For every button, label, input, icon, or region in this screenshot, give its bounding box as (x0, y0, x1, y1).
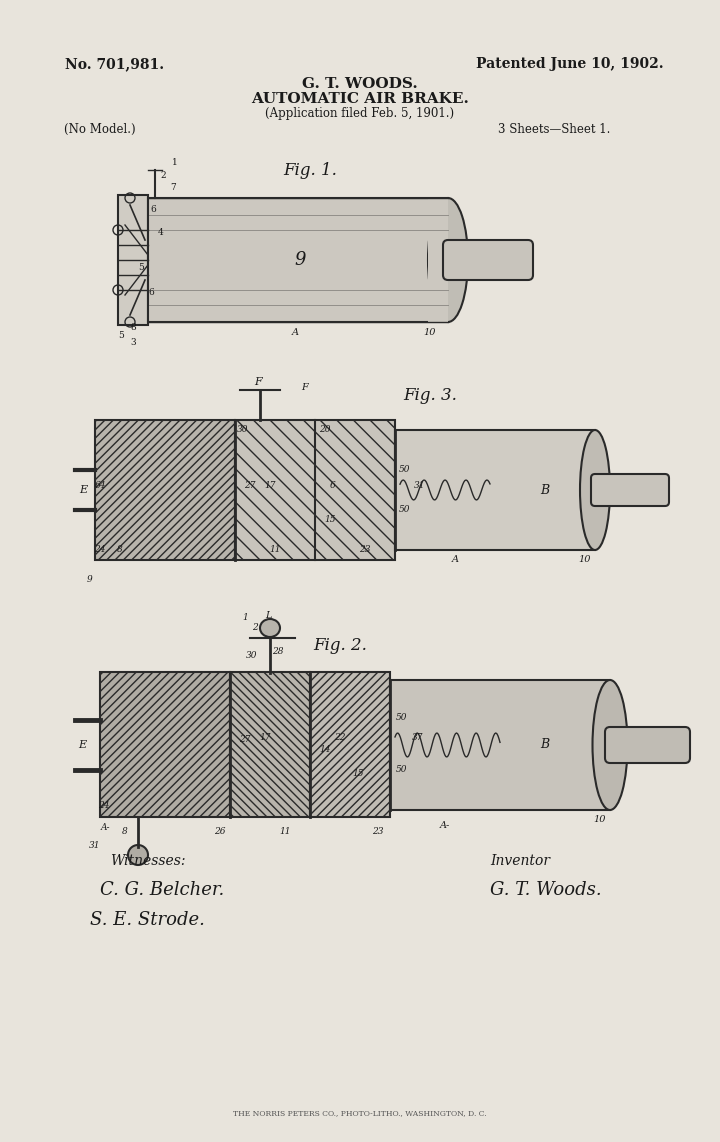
Text: 10: 10 (424, 328, 436, 337)
Bar (395, 431, 595, 550)
Text: B: B (541, 483, 549, 497)
Text: 30: 30 (238, 426, 248, 434)
Text: Inventor: Inventor (490, 854, 550, 868)
Text: A-: A- (100, 822, 109, 831)
Text: 27: 27 (239, 735, 251, 745)
Text: 37: 37 (413, 732, 424, 741)
Text: 8: 8 (130, 323, 136, 332)
Text: Witnesses:: Witnesses: (110, 854, 186, 868)
Text: Patented June 10, 1902.: Patented June 10, 1902. (476, 57, 664, 71)
Text: C. G. Belcher.: C. G. Belcher. (100, 880, 224, 899)
Text: 9: 9 (87, 576, 93, 585)
Text: 23: 23 (372, 828, 384, 836)
Text: AUTOMATIC AIR BRAKE.: AUTOMATIC AIR BRAKE. (251, 93, 469, 106)
Text: 31: 31 (89, 841, 101, 850)
FancyBboxPatch shape (605, 727, 690, 763)
Text: 10: 10 (579, 555, 591, 564)
Text: 30: 30 (246, 651, 258, 659)
Bar (100, 671, 230, 817)
Text: 50: 50 (400, 466, 410, 474)
Text: 20: 20 (319, 426, 330, 434)
Text: 11: 11 (279, 828, 291, 836)
Text: E: E (78, 740, 86, 750)
Text: Fig. 3.: Fig. 3. (403, 387, 457, 404)
Text: Fig. 1.: Fig. 1. (283, 162, 337, 179)
Bar (235, 420, 395, 560)
FancyBboxPatch shape (428, 198, 448, 322)
Text: 15: 15 (324, 515, 336, 524)
Bar (390, 679, 610, 810)
Text: A: A (292, 328, 299, 337)
Text: 23: 23 (359, 546, 371, 555)
Text: 8: 8 (122, 828, 128, 836)
Text: 28: 28 (272, 646, 284, 656)
Ellipse shape (260, 619, 280, 637)
Text: S. E. Strode.: S. E. Strode. (90, 911, 205, 928)
Text: 9: 9 (294, 251, 306, 270)
Text: B: B (541, 739, 549, 751)
Text: 11: 11 (269, 546, 281, 555)
Text: 4: 4 (158, 228, 163, 238)
Text: (No Model.): (No Model.) (64, 123, 136, 136)
Text: 24: 24 (94, 546, 106, 555)
Text: Fig. 2.: Fig. 2. (313, 637, 367, 654)
Text: 6: 6 (150, 206, 156, 214)
Text: F: F (302, 383, 308, 392)
Text: 1: 1 (172, 158, 178, 167)
Text: 2: 2 (160, 171, 166, 180)
Text: G. T. Woods.: G. T. Woods. (490, 880, 602, 899)
Text: F: F (254, 377, 262, 387)
Text: 6: 6 (148, 288, 154, 297)
Text: 1: 1 (242, 613, 248, 622)
FancyBboxPatch shape (443, 240, 533, 280)
Text: 50: 50 (396, 713, 408, 722)
Text: 3: 3 (130, 338, 135, 347)
Text: 5: 5 (138, 263, 144, 272)
Text: 3 Sheets—Sheet 1.: 3 Sheets—Sheet 1. (498, 123, 610, 136)
Text: 17: 17 (259, 732, 271, 741)
Bar (95, 420, 235, 560)
Text: (Application filed Feb. 5, 1901.): (Application filed Feb. 5, 1901.) (266, 107, 454, 120)
Bar (230, 671, 310, 817)
Text: 64: 64 (94, 481, 106, 490)
Text: 7: 7 (170, 183, 176, 192)
Text: G. T. WOODS.: G. T. WOODS. (302, 77, 418, 91)
Text: 10: 10 (594, 815, 606, 825)
Ellipse shape (580, 431, 610, 550)
FancyBboxPatch shape (118, 195, 148, 325)
Text: 6: 6 (330, 481, 336, 490)
FancyBboxPatch shape (148, 198, 448, 322)
Text: E: E (79, 485, 87, 494)
Text: 5: 5 (118, 331, 124, 340)
Text: 14: 14 (319, 746, 330, 755)
Text: THE NORRIS PETERS CO., PHOTO-LITHO., WASHINGTON, D. C.: THE NORRIS PETERS CO., PHOTO-LITHO., WAS… (233, 1109, 487, 1117)
Text: 26: 26 (215, 828, 226, 836)
FancyBboxPatch shape (591, 474, 669, 506)
Text: 2: 2 (252, 624, 258, 633)
Text: 27: 27 (244, 481, 256, 490)
Text: 15: 15 (352, 769, 364, 778)
Text: 50: 50 (400, 506, 410, 515)
Text: 50: 50 (396, 765, 408, 774)
Text: 17: 17 (264, 481, 276, 490)
Text: 8: 8 (117, 546, 123, 555)
Text: No. 701,981.: No. 701,981. (66, 57, 165, 71)
Ellipse shape (593, 679, 628, 810)
Bar (310, 671, 390, 817)
Text: 31: 31 (414, 481, 426, 490)
Circle shape (128, 845, 148, 864)
Text: 24: 24 (98, 801, 109, 810)
Text: 22: 22 (334, 732, 346, 741)
Text: A: A (451, 555, 459, 564)
Ellipse shape (428, 198, 468, 322)
Text: A-: A- (440, 820, 450, 829)
Text: L: L (265, 611, 271, 619)
